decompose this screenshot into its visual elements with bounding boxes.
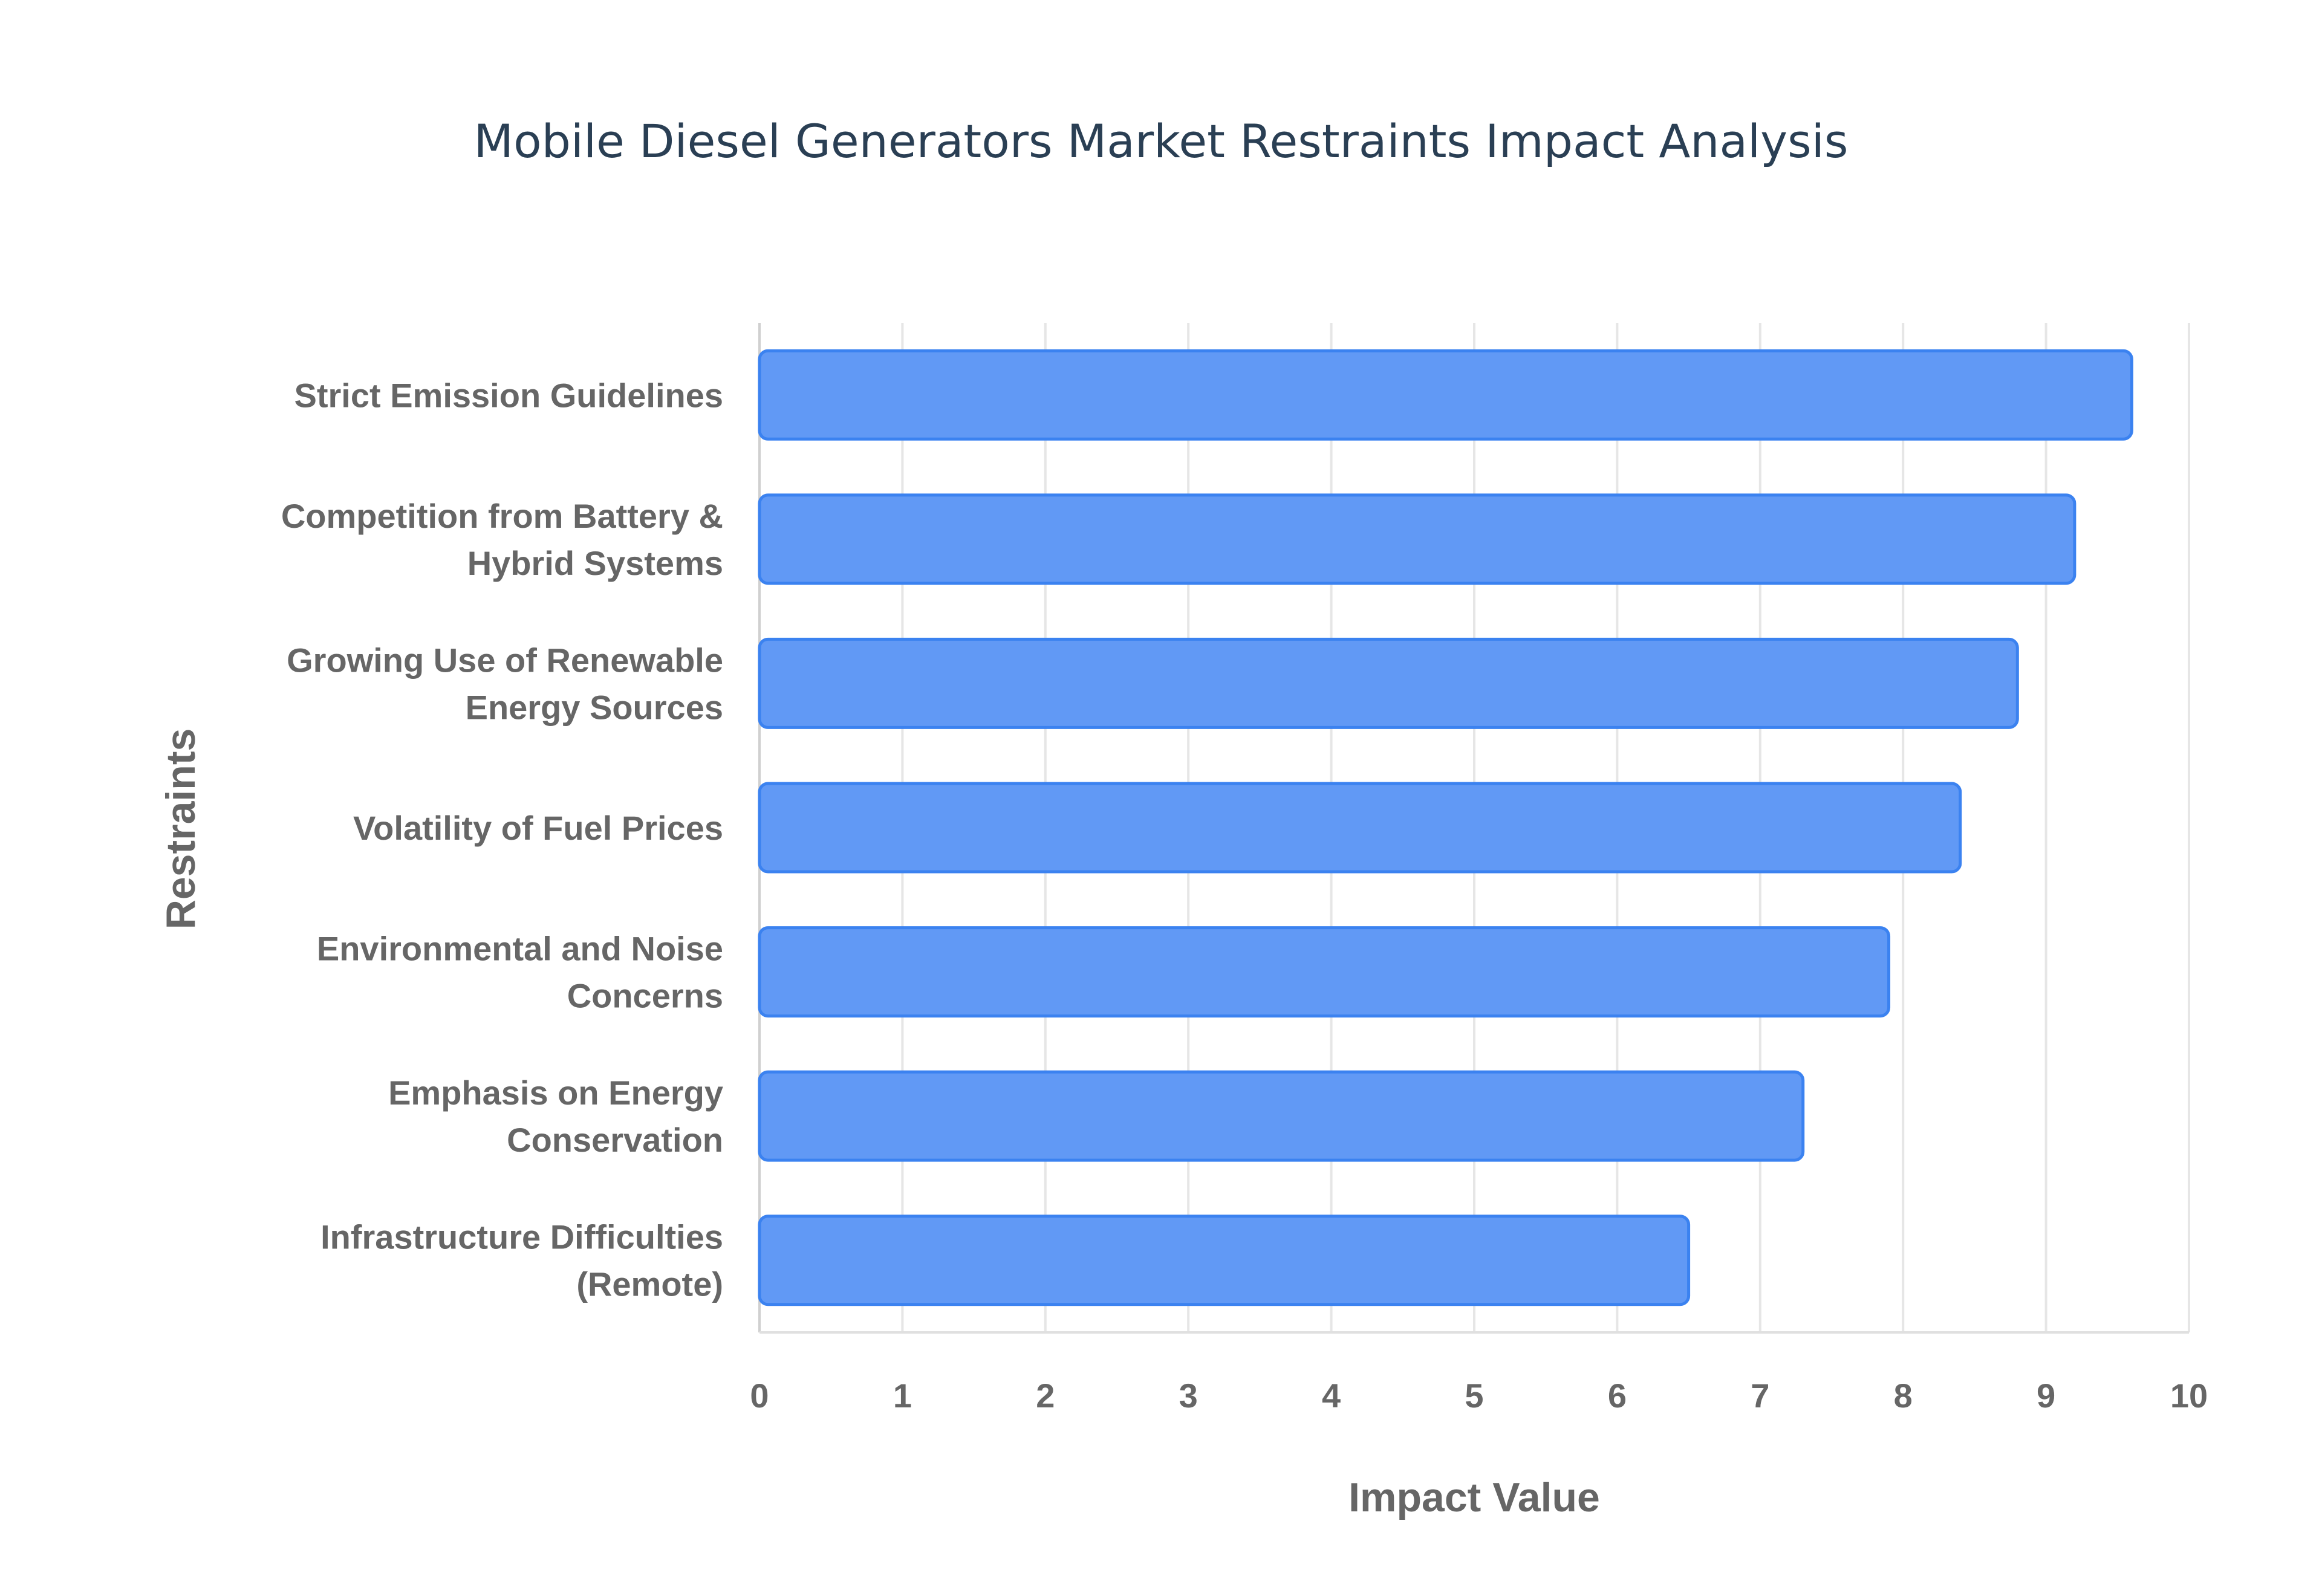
bar[interactable] <box>758 1215 1691 1306</box>
y-category-label: Concerns <box>567 977 723 1015</box>
y-category-label: Conservation <box>507 1121 723 1159</box>
bar[interactable] <box>758 1070 1805 1162</box>
y-category-label: Strict Emission Guidelines <box>294 376 723 414</box>
y-category-label: Emphasis on Energy <box>388 1074 723 1112</box>
bars <box>758 349 2133 1306</box>
y-category-label: Energy Sources <box>466 688 723 726</box>
bar[interactable] <box>758 493 2076 585</box>
x-tick-label: 1 <box>893 1377 912 1415</box>
x-tick-label: 2 <box>1036 1377 1055 1415</box>
x-tick-label: 5 <box>1465 1377 1483 1415</box>
y-category-label: Hybrid Systems <box>467 544 723 582</box>
y-axis-title: Restraints <box>158 728 204 930</box>
x-tick-label: 9 <box>2037 1377 2055 1415</box>
x-tick-label: 4 <box>1322 1377 1341 1415</box>
x-tick-label: 6 <box>1608 1377 1627 1415</box>
x-tick-label: 8 <box>1894 1377 1913 1415</box>
bar[interactable] <box>758 926 1891 1018</box>
y-category-label: Environmental and Noise <box>317 930 723 968</box>
y-category-label: Volatility of Fuel Prices <box>353 809 723 847</box>
y-category-label: Competition from Battery & <box>281 497 723 535</box>
bar[interactable] <box>758 349 2133 441</box>
y-category-label: Growing Use of Renewable <box>287 641 723 679</box>
x-tick-label: 0 <box>750 1377 769 1415</box>
bar[interactable] <box>758 637 2019 729</box>
x-tick-labels: 0 1 2 3 4 5 6 7 8 9 10 <box>750 1377 2208 1415</box>
y-category-labels: Strict Emission Guidelines Competition fr… <box>281 376 723 1303</box>
x-axis-title: Impact Value <box>1348 1474 1600 1520</box>
chart-title: Mobile Diesel Generators Market Restrain… <box>474 114 1849 168</box>
y-category-label: (Remote) <box>576 1265 723 1303</box>
x-tick-label: 3 <box>1179 1377 1198 1415</box>
y-category-label: Infrastructure Difficulties <box>320 1218 723 1256</box>
x-tick-label: 10 <box>2170 1377 2208 1415</box>
bar[interactable] <box>758 782 1962 874</box>
x-tick-label: 7 <box>1751 1377 1769 1415</box>
